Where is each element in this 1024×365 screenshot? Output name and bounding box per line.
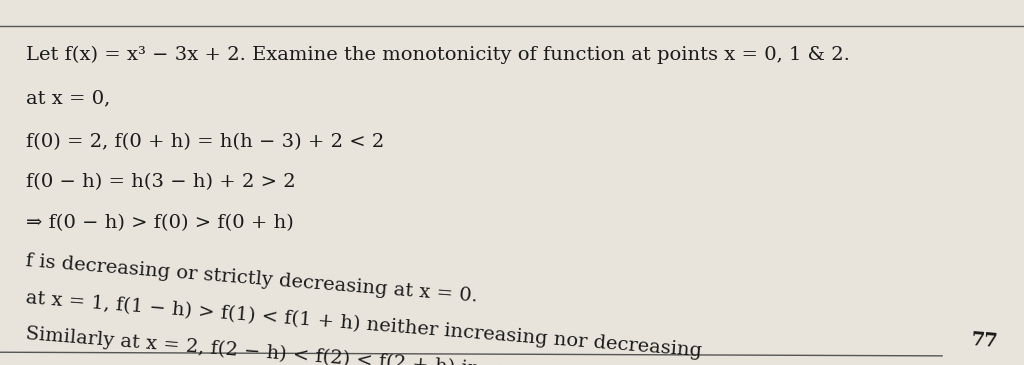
- Text: f is decreasing or strictly decreasing at x = 0.: f is decreasing or strictly decreasing a…: [25, 252, 478, 306]
- Text: at x = 1, f(1 − h) > f(1) < f(1 + h) neither increasing nor decreasing: at x = 1, f(1 − h) > f(1) < f(1 + h) nei…: [25, 288, 702, 360]
- Text: ⇒ f(0 − h) > f(0) > f(0 + h): ⇒ f(0 − h) > f(0) > f(0 + h): [26, 214, 293, 232]
- Text: f(0) = 2, f(0 + h) = h(h − 3) + 2 < 2: f(0) = 2, f(0 + h) = h(h − 3) + 2 < 2: [26, 133, 384, 151]
- Text: f(0 − h) = h(3 − h) + 2 > 2: f(0 − h) = h(3 − h) + 2 > 2: [26, 173, 295, 192]
- Text: Let f(x) = x³ − 3x + 2. Examine the monotonicity of function at points x = 0, 1 : Let f(x) = x³ − 3x + 2. Examine the mono…: [26, 46, 850, 64]
- Text: Similarly at x = 2, f(2 − h) < f(2) < f(2 + h) increasing at x = 2.: Similarly at x = 2, f(2 − h) < f(2) < f(…: [25, 325, 655, 365]
- Text: at x = 0,: at x = 0,: [26, 89, 110, 108]
- Text: 77: 77: [970, 331, 998, 351]
